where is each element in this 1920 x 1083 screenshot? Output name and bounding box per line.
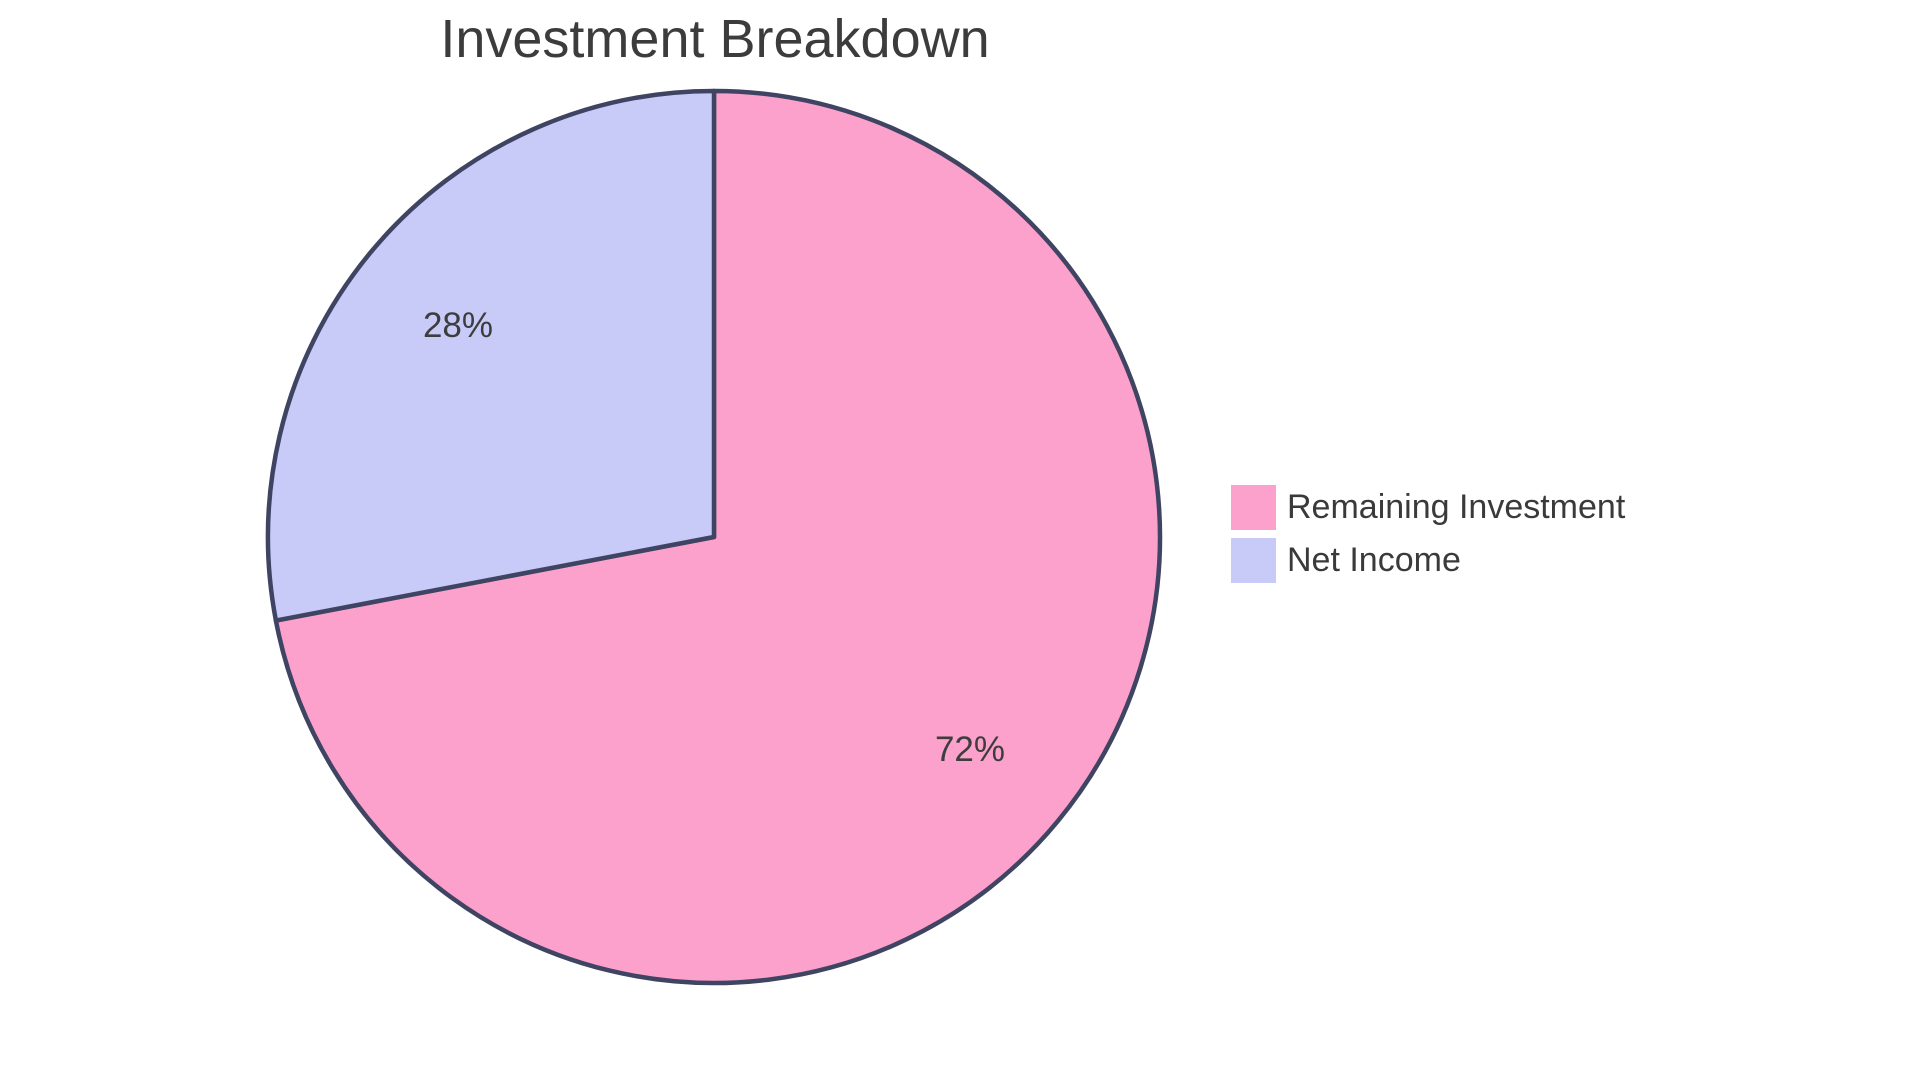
pie-slice-remaining-investment bbox=[273, 88, 1163, 986]
legend-label: Remaining Investment bbox=[1287, 488, 1626, 526]
pie-slice-net-income bbox=[265, 88, 717, 623]
legend-swatch-net-income bbox=[1231, 538, 1276, 583]
chart-title: Investment Breakdown bbox=[440, 9, 990, 69]
legend-item-remaining-investment: Remaining Investment bbox=[1231, 485, 1625, 530]
legend-label: Net Income bbox=[1287, 541, 1461, 579]
chart-legend: Remaining Investment Net Income bbox=[1231, 485, 1625, 583]
legend-swatch-remaining-investment bbox=[1231, 485, 1276, 530]
legend-item-net-income: Net Income bbox=[1231, 538, 1625, 583]
slice-percent-label: 28% bbox=[423, 306, 493, 345]
slice-percent-label: 72% bbox=[935, 730, 1005, 769]
